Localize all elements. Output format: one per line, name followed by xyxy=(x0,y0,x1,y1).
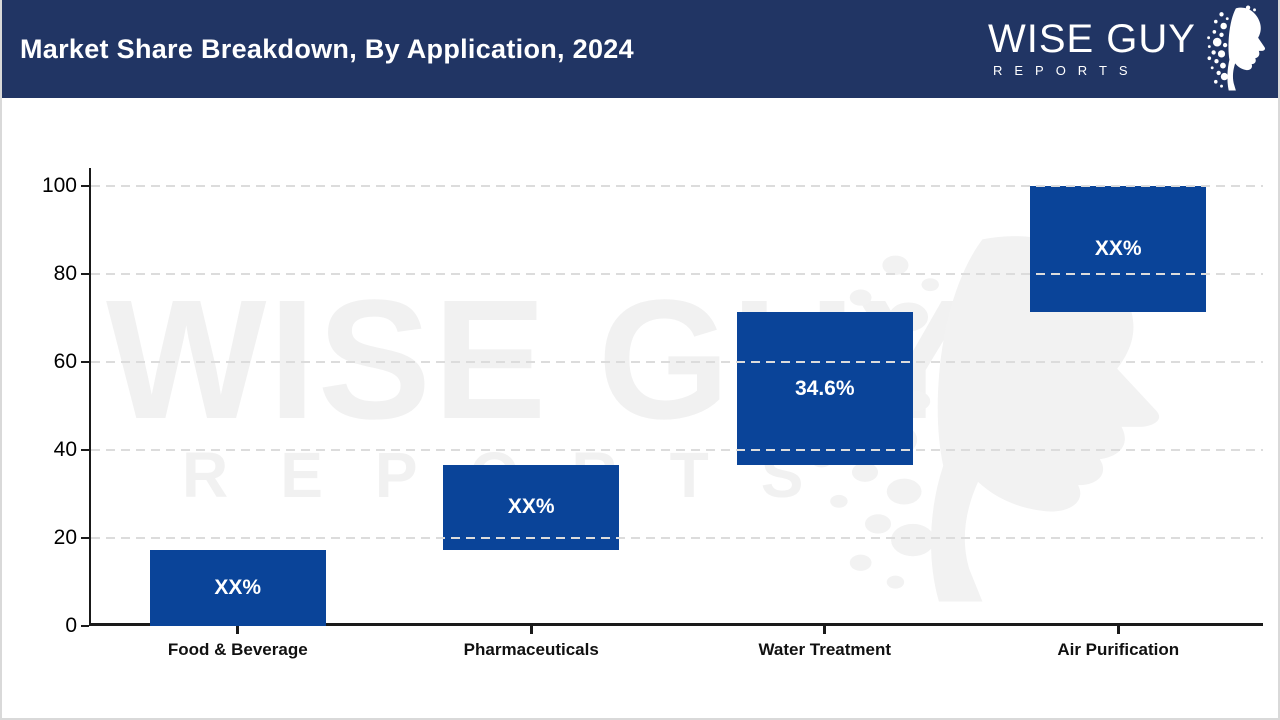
brand-logo-text: WISE GUY REPORTS xyxy=(988,19,1196,78)
y-axis-tick-label: 40 xyxy=(53,437,77,461)
y-axis-tick-mark xyxy=(81,625,89,627)
bar-value-label: XX% xyxy=(507,495,555,519)
gridline xyxy=(91,184,1263,187)
x-axis-category-label: Food & Beverage xyxy=(167,640,308,659)
bar-air-purification: XX% xyxy=(1030,185,1207,312)
y-axis-tick-label: 80 xyxy=(53,261,77,285)
gridline xyxy=(91,448,1263,451)
x-axis-category-label: Water Treatment xyxy=(758,640,892,659)
x-axis-tick-mark xyxy=(823,626,827,634)
brand-subname: REPORTS xyxy=(992,62,1140,78)
y-axis-tick-label: 100 xyxy=(41,173,77,197)
bar-value-label: XX% xyxy=(1094,236,1142,260)
bar-pharmaceuticals: XX% xyxy=(443,464,620,550)
bar-value-label: XX% xyxy=(214,575,262,599)
brand-name: WISE GUY xyxy=(987,16,1196,61)
x-axis-category-label: Pharmaceuticals xyxy=(463,640,599,659)
x-axis-tick-mark xyxy=(236,626,240,634)
page-title: Market Share Breakdown, By Application, … xyxy=(20,33,634,64)
brand-face-dots-icon xyxy=(1200,4,1266,92)
x-axis-tick-mark xyxy=(1116,626,1120,634)
gridline xyxy=(91,360,1263,363)
y-axis-tick-mark xyxy=(81,360,89,363)
y-axis-tick-label: 20 xyxy=(53,525,77,549)
y-axis-tick-mark xyxy=(81,184,89,187)
bar-value-label: 34.6% xyxy=(794,376,855,400)
y-axis-tick-mark xyxy=(81,272,89,275)
bar-food-beverage: XX% xyxy=(149,549,326,626)
plot-area: 0 20 40 60 80 100 XX% Food & Beverage XX% Pharmac… xyxy=(42,168,1263,659)
y-axis-tick-mark xyxy=(81,536,89,539)
y-axis-tick-label: 60 xyxy=(53,349,77,373)
y-axis-tick-mark xyxy=(81,448,89,451)
bar-water-treatment: 34.6% xyxy=(736,312,913,465)
gridline xyxy=(91,272,1263,275)
gridline xyxy=(91,536,1263,539)
x-axis-tick-mark xyxy=(529,626,533,634)
y-axis-tick-label: 0 xyxy=(65,614,77,637)
brand-logo: WISE GUY REPORTS xyxy=(988,4,1266,92)
header-band: Market Share Breakdown, By Application, … xyxy=(0,0,1280,98)
x-axis-category-label: Air Purification xyxy=(1057,640,1180,659)
